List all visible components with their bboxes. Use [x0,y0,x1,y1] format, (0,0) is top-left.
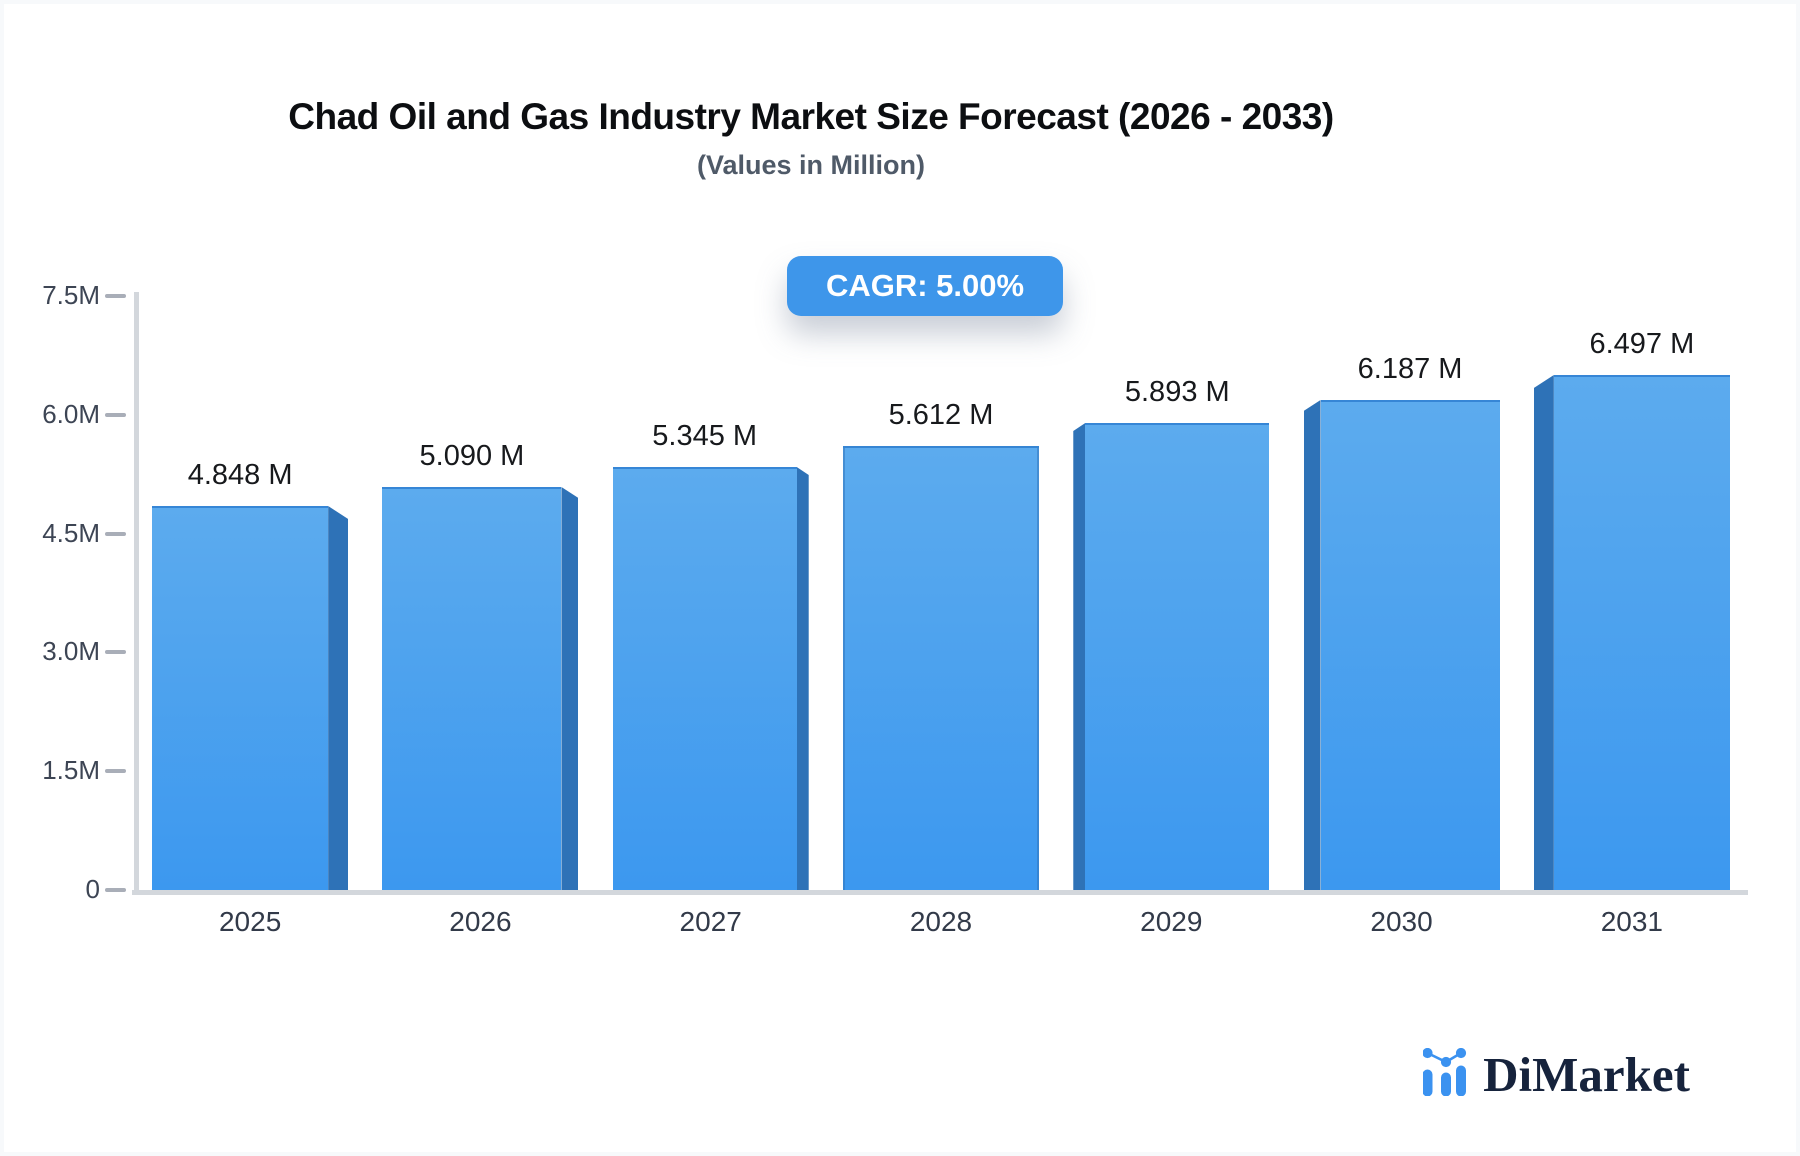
chart-subtitle: (Values in Million) [696,150,926,180]
bar-face [843,446,1039,890]
y-tick-mark [105,769,126,774]
chart-title: Chad Oil and Gas Industry Market Size Fo… [288,96,1334,137]
x-axis-label-2025: 2025 [218,906,282,937]
bar-side-bevel [796,467,809,890]
bar-2028 [843,446,1039,890]
bar-2029 [1073,423,1270,890]
bar-face [1085,423,1270,890]
y-axis-line [134,292,139,895]
bar-side-bevel [328,506,349,890]
chart-card: Chad Oil and Gas Industry Market Size Fo… [4,4,1796,1152]
y-tick-mark [105,412,126,417]
y-tick-mark [105,888,126,892]
bar-value-label-2025: 4.848 M [187,459,293,491]
bar-value-label-2027: 5.345 M [652,420,758,452]
x-axis-label-2028: 2028 [909,906,973,937]
bar-side-bevel [1073,423,1086,890]
y-tick-label-0: 0 [85,874,100,904]
bar-face [1320,400,1500,890]
bar-side-bevel [1533,375,1554,890]
bar-value-label-2029: 5.893 M [1124,376,1230,408]
x-axis-label-2026: 2026 [449,906,512,937]
bar-side-bevel [561,487,579,890]
x-axis-label-2031: 2031 [1600,906,1663,937]
bar-2030 [1303,400,1500,890]
bar-2025 [152,506,349,890]
bar-2027 [612,467,809,890]
bar-side-bevel [1303,400,1321,890]
y-tick-mark [105,294,126,298]
bar-value-label-2031: 6.497 M [1589,328,1695,360]
bar-value-label-2026: 5.090 M [419,440,525,472]
x-axis-line [132,890,1748,895]
y-tick-label-6.0M: 6.0M [42,398,100,429]
dimarket-logo: DiMarket [1423,1046,1690,1102]
x-axis-label-2029: 2029 [1140,906,1203,937]
logo-wordmark: DiMarket [1483,1046,1690,1102]
bar-2026 [382,487,579,890]
x-axis-label-2030: 2030 [1370,906,1433,937]
y-tick-label-4.5M: 4.5M [42,517,100,548]
bar-face [382,487,562,890]
y-tick-mark [105,531,126,536]
x-axis-label-2027: 2027 [679,906,742,937]
bar-face [612,467,797,890]
bar-2031 [1533,375,1730,890]
cagr-badge: CAGR: 5.00% [787,256,1063,316]
y-tick-label-7.5M: 7.5M [42,280,100,310]
bar-chart-trend-icon [1423,1048,1467,1096]
bar-value-label-2030: 6.187 M [1357,353,1463,385]
y-tick-mark [105,650,126,655]
bar-value-label-2028: 5.612 M [888,399,994,431]
y-tick-label-1.5M: 1.5M [42,755,100,786]
bar-face [152,506,329,890]
bar-face [1553,375,1730,890]
y-tick-label-3.0M: 3.0M [42,636,100,667]
